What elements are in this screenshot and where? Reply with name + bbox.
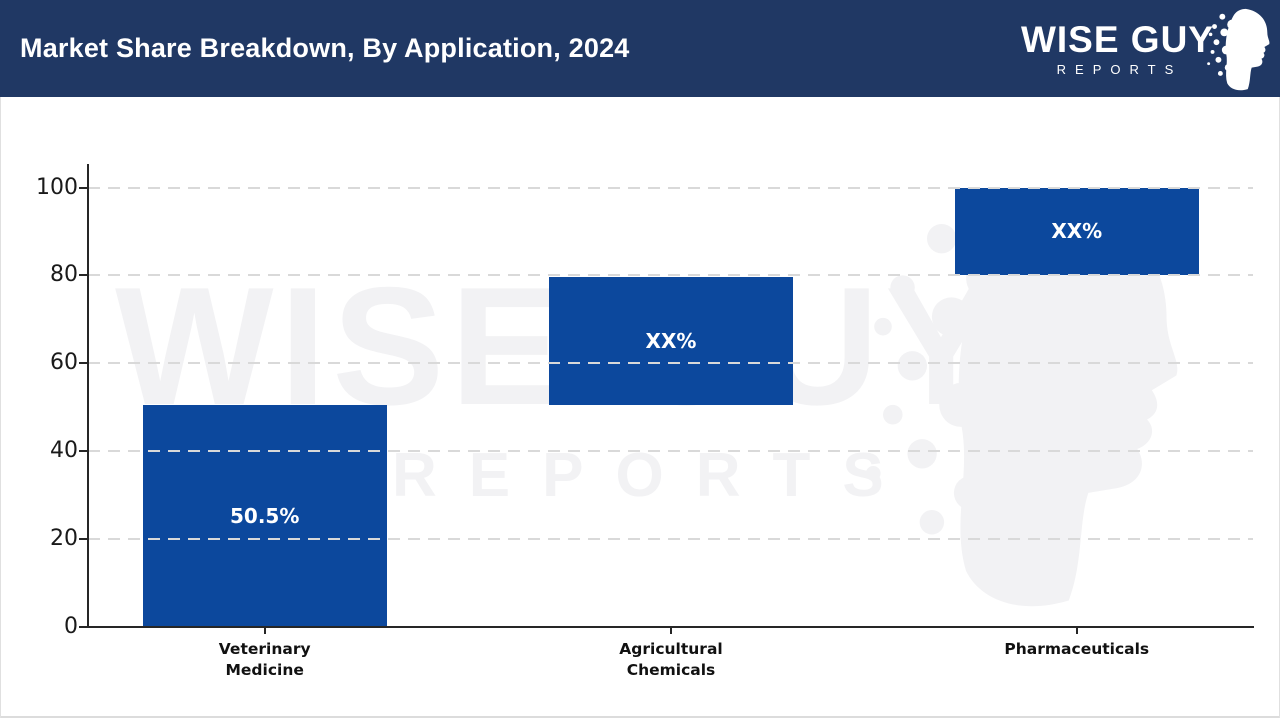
left-hairline	[0, 97, 1, 718]
x-axis-tick-pharmaceuticals	[1075, 627, 1078, 634]
gridline-20	[88, 537, 1253, 540]
bar-value-label-veterinary-medicine: 50.5%	[229, 503, 300, 528]
page-title: Market Share Breakdown, By Application, …	[20, 33, 630, 63]
y-axis-tick-40	[79, 449, 88, 452]
y-axis-tick-label-80: 80	[50, 262, 78, 288]
bar-value-label-agricultural-chemicals: XX%	[645, 329, 697, 354]
gridline-100	[88, 186, 1253, 189]
bar-agricultural-chemicals: XX%	[549, 277, 793, 405]
bar-value-label-pharmaceuticals: XX%	[1051, 219, 1103, 244]
x-axis-label-agricultural-chemicals: Agricultural Chemicals	[619, 640, 723, 679]
y-axis-tick-label-60: 60	[50, 350, 78, 376]
y-axis-tick-0	[79, 625, 88, 628]
header-bar: Market Share Breakdown, By Application, …	[0, 0, 1280, 97]
logo-text: WISE GUY REPORTS	[1020, 19, 1214, 78]
y-axis-tick-label-100: 100	[36, 174, 78, 200]
logo-dotted-face-icon	[1207, 8, 1270, 91]
watermark-reports-text: REPORTS	[392, 441, 916, 510]
bottom-hairline	[0, 716, 1280, 718]
x-axis-label-pharmaceuticals: Pharmaceuticals	[1004, 640, 1150, 658]
y-axis-tick-80	[79, 274, 88, 277]
logo-reports-label: REPORTS	[1056, 62, 1183, 77]
y-axis-tick-label-20: 20	[50, 525, 78, 551]
bar-pharmaceuticals: XX%	[954, 187, 1199, 276]
gridline-40	[88, 449, 1253, 452]
x-axis-line	[87, 626, 1254, 628]
y-axis-tick-60	[79, 362, 88, 365]
x-axis-tick-agricultural-chemicals	[670, 627, 672, 634]
gridline-80	[88, 274, 1253, 277]
y-axis-tick-20	[79, 537, 88, 540]
logo-wiseguy-label: WISE GUY	[1020, 19, 1214, 60]
gridline-60	[88, 362, 1253, 365]
x-axis-label-veterinary-medicine: Veterinary Medicine	[218, 640, 311, 679]
y-axis-line	[87, 164, 89, 628]
wise-guy-reports-logo: WISE GUY REPORTS	[1021, 6, 1274, 92]
y-axis-tick-100	[79, 186, 88, 189]
y-axis-tick-label-0: 0	[64, 613, 78, 639]
x-axis-tick-veterinary-medicine	[263, 627, 266, 634]
y-axis-tick-label-40: 40	[50, 437, 78, 463]
bar-veterinary-medicine: 50.5%	[142, 404, 387, 627]
